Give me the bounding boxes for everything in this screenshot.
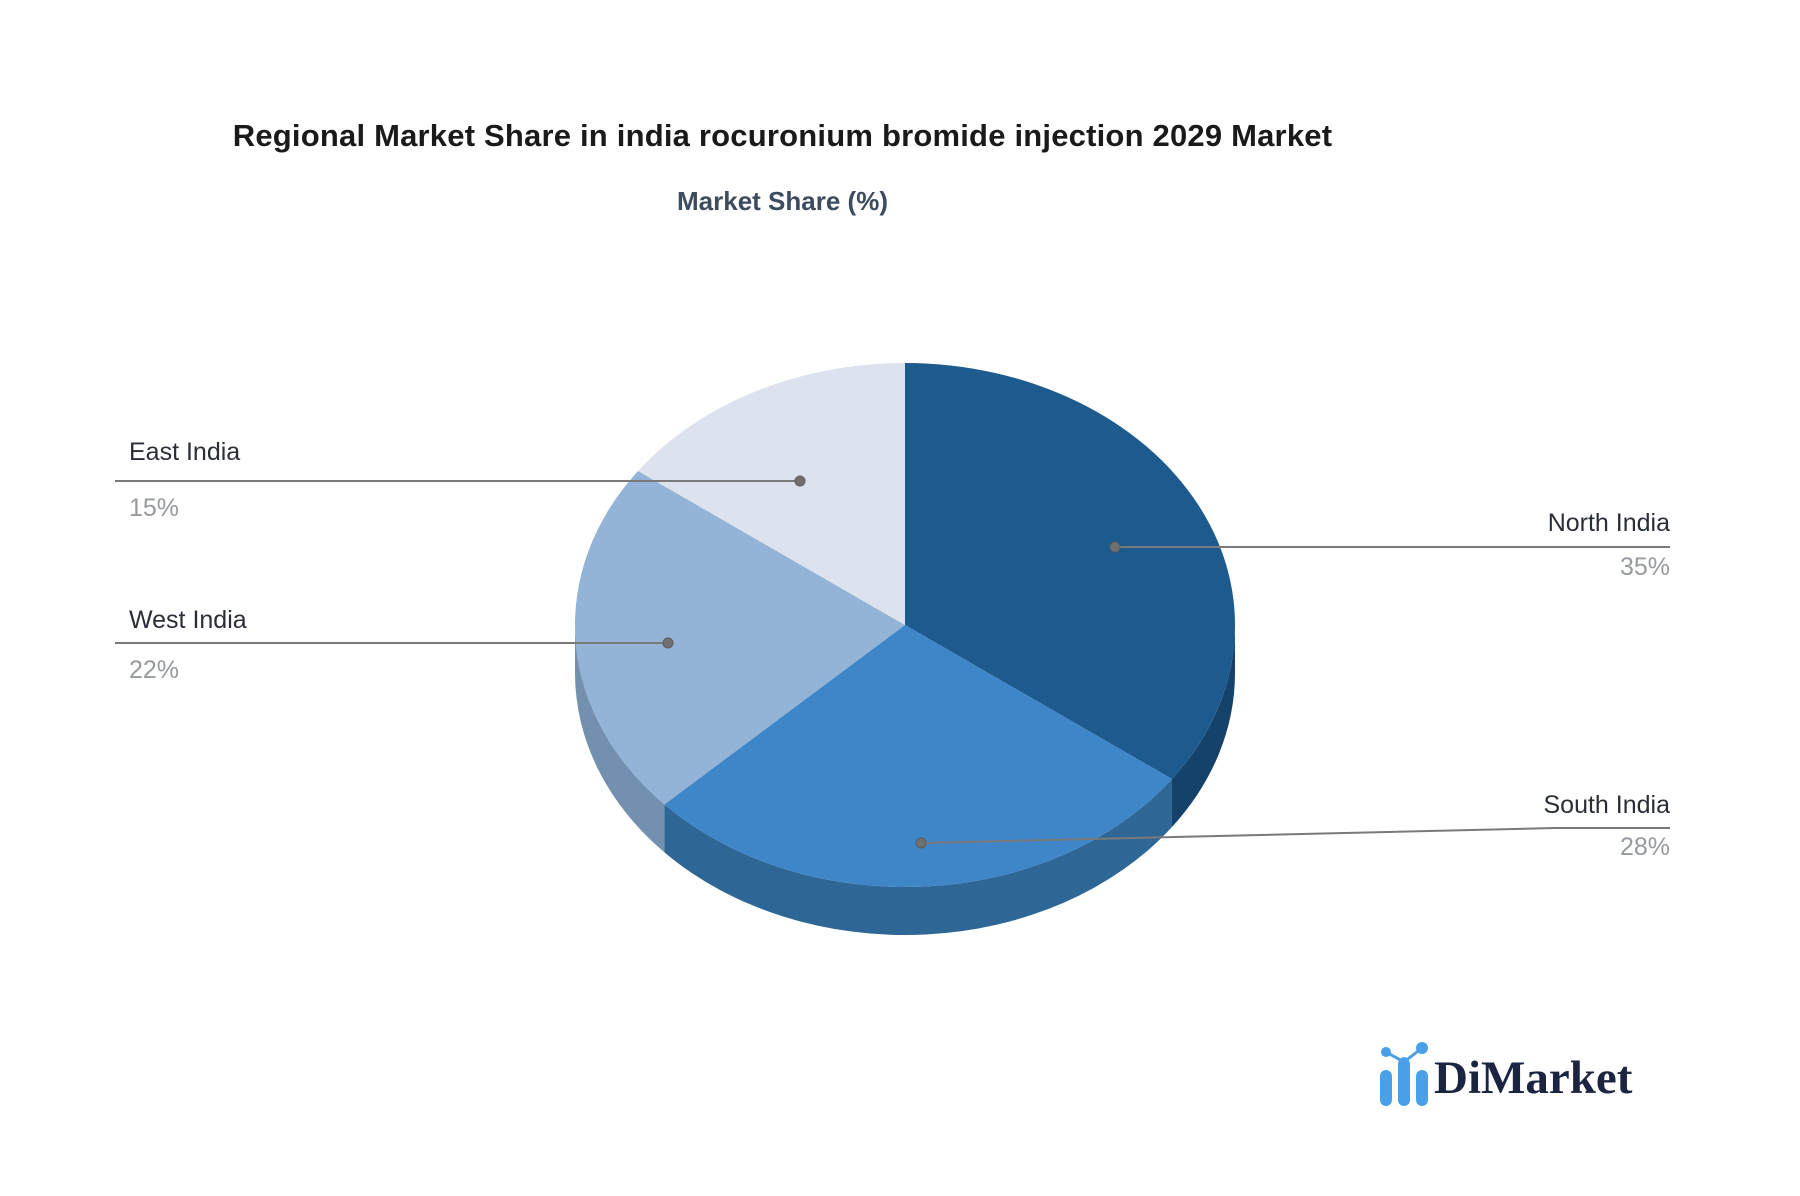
chart-subtitle: Market Share (%) (677, 186, 888, 216)
dimarket-logo-text: DiMarket (1434, 1052, 1633, 1104)
dimarket-logo: DiMarket (1372, 1040, 1672, 1116)
label-group-north-india: North India (1548, 507, 1670, 539)
slice-value-south-india: 28% (1619, 833, 1670, 861)
pie-slice-east-india[interactable] (638, 363, 905, 625)
logo-bar-3-icon (1416, 1070, 1428, 1106)
value-group-west-india: 22% (129, 654, 179, 686)
label-group-west-india: West India (129, 604, 247, 636)
slice-label-east-india: East India (129, 438, 241, 466)
slice-label-north-india: North India (1547, 509, 1670, 537)
slice-value-west-india: 22% (129, 656, 180, 684)
logo-dot-1-icon (1381, 1047, 1391, 1057)
pie-slice-north-india[interactable] (905, 363, 1235, 779)
slice-label-south-india: South India (1543, 791, 1671, 819)
pie-slice-south-india[interactable] (664, 625, 1172, 888)
leader-dot-south-india (915, 837, 927, 849)
leader-dot-west-india (662, 637, 674, 649)
leader-line-south-india (920, 827, 1670, 844)
logo-bar-1-icon (1380, 1070, 1392, 1106)
pie-slice-side-west-india (575, 625, 665, 853)
dimarket-logo-icon (1380, 1042, 1428, 1106)
value-group-south-india: 28% (1620, 831, 1670, 863)
leader-dot-east-india (794, 475, 806, 487)
chart-title: Regional Market Share in india rocuroniu… (232, 118, 1333, 153)
pie-slice-west-india[interactable] (575, 471, 905, 805)
slice-value-east-india: 15% (129, 494, 180, 522)
slice-label-west-india: West India (129, 606, 247, 634)
logo-dot-2-icon (1399, 1057, 1409, 1067)
pie-slice-side-north-india (1171, 625, 1235, 827)
pie-slice-side-south-india (664, 778, 1172, 935)
value-group-east-india: 15% (129, 492, 179, 524)
slice-value-north-india: 35% (1619, 553, 1670, 581)
value-group-north-india: 35% (1620, 551, 1670, 583)
logo-dot-3-icon (1416, 1042, 1428, 1054)
leader-dot-north-india (1109, 541, 1121, 553)
label-group-east-india: East India (129, 436, 240, 468)
label-group-south-india: South India (1544, 789, 1671, 821)
logo-bar-2-icon (1398, 1058, 1410, 1106)
